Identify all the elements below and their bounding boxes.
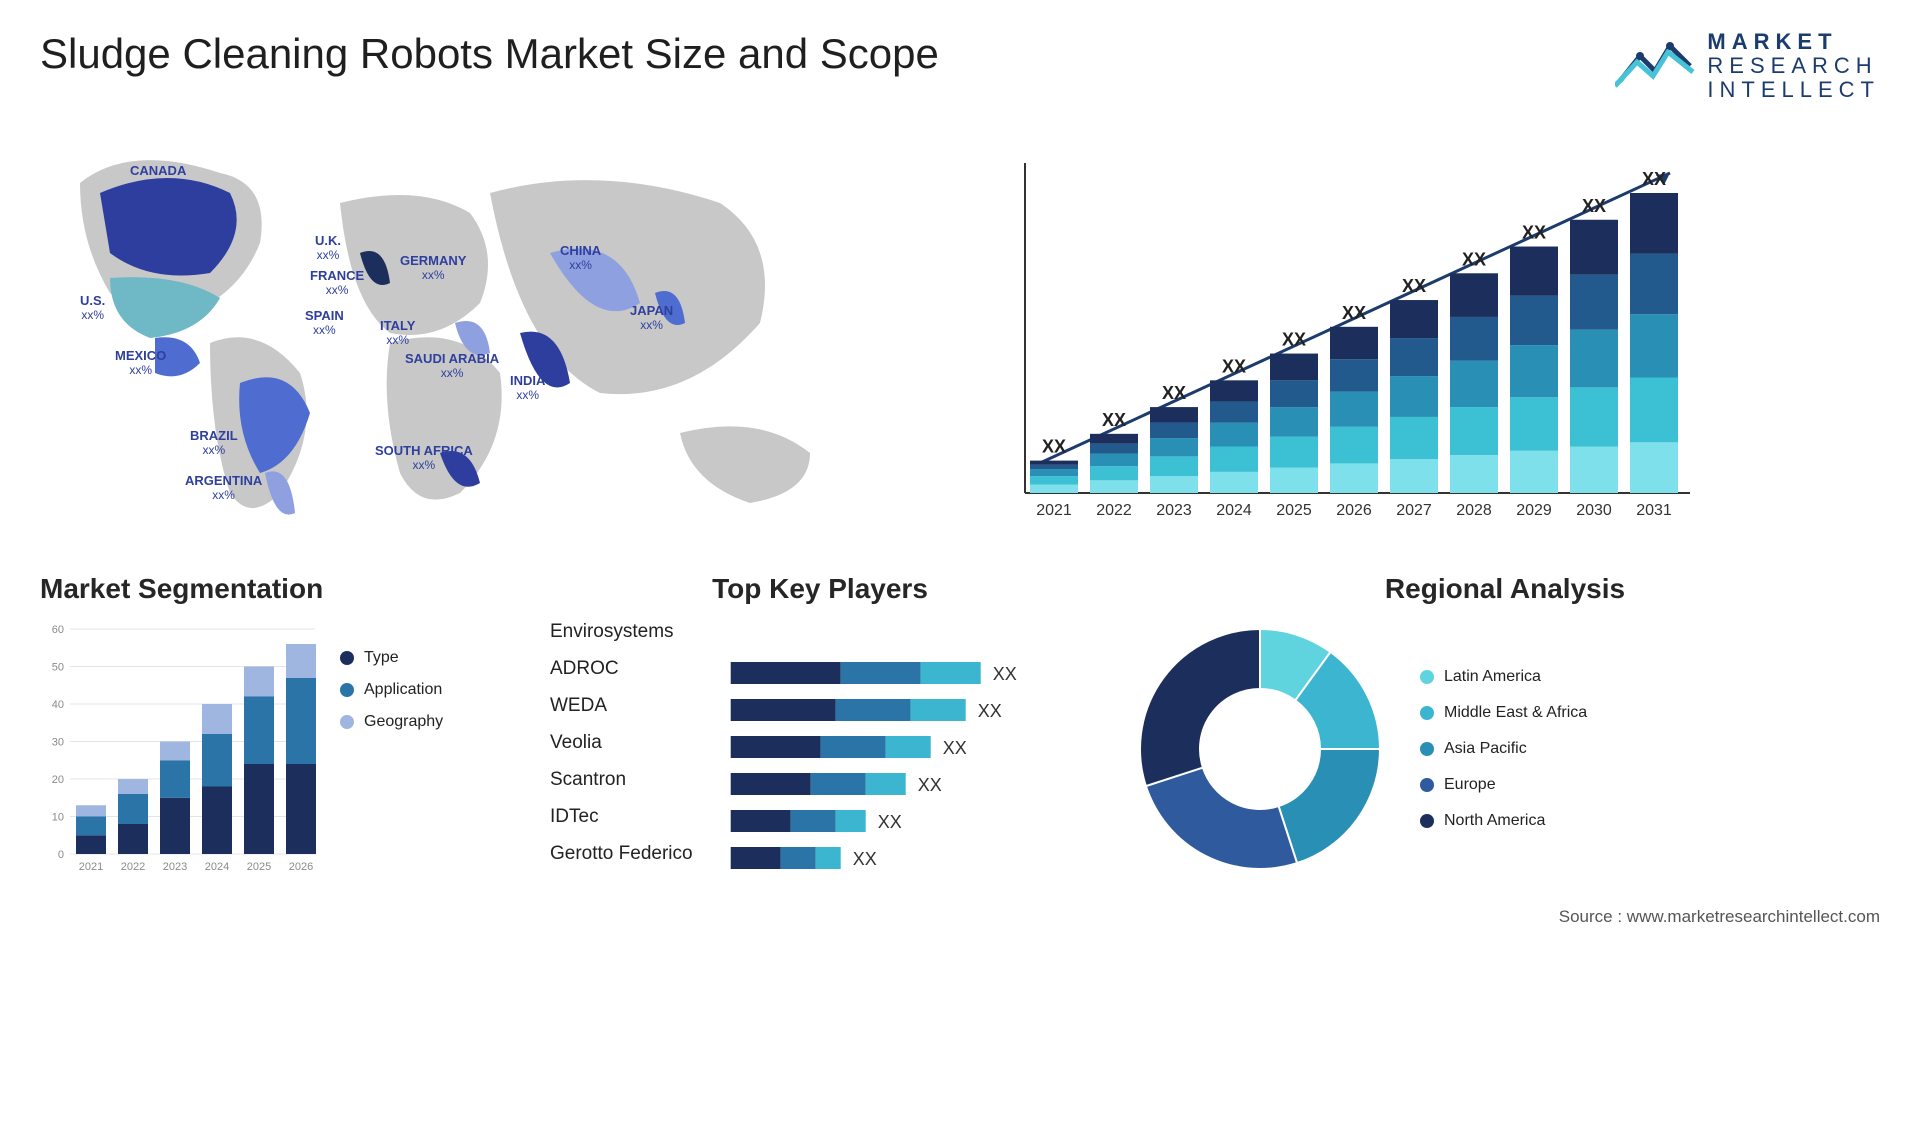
svg-text:30: 30 [52,736,64,748]
player-name: ADROC [550,658,693,680]
svg-text:XX: XX [1462,249,1486,269]
svg-text:20: 20 [52,774,64,786]
segmentation-legend: Type Application Geography [340,619,443,879]
svg-text:0: 0 [58,849,64,861]
svg-text:2023: 2023 [1156,502,1192,519]
svg-text:XX: XX [1342,302,1366,322]
map-label: ITALYxx% [380,318,415,348]
player-name: IDTec [550,806,693,828]
svg-text:2026: 2026 [1336,502,1372,519]
svg-text:XX: XX [917,775,941,795]
map-label: CANADAxx% [130,163,186,193]
svg-text:50: 50 [52,661,64,673]
player-name: Gerotto Federico [550,843,693,865]
svg-text:2023: 2023 [163,861,187,873]
svg-text:10: 10 [52,811,64,823]
map-label: INDIAxx% [510,373,545,403]
svg-text:2021: 2021 [79,861,103,873]
svg-text:XX: XX [1222,356,1246,376]
svg-text:XX: XX [1522,222,1546,242]
player-name: Scantron [550,769,693,791]
svg-text:2024: 2024 [1216,502,1252,519]
svg-text:XX: XX [942,738,966,758]
legend-item: Asia Pacific [1420,740,1587,758]
map-label: U.S.xx% [80,293,105,323]
player-name: WEDA [550,695,693,717]
map-label: JAPANxx% [630,303,673,333]
svg-text:XX: XX [992,664,1016,684]
regions-donut-chart [1130,619,1390,879]
legend-item: Latin America [1420,668,1587,686]
svg-text:40: 40 [52,699,64,711]
logo-text: MARKET RESEARCH INTELLECT [1707,30,1880,103]
player-name: Envirosystems [550,621,693,643]
growth-chart-panel: XX 2021 XX 2022 XX 2023 XX 2024 XX 2025 XX 2026 XX 20… [980,123,1880,533]
map-label: SAUDI ARABIAxx% [405,351,499,381]
svg-text:2029: 2029 [1516,502,1552,519]
growth-chart: XX 2021 XX 2022 XX 2023 XX 2024 XX 2025 XX 2026 XX 20… [980,123,1880,533]
logo-mark-icon [1615,36,1695,96]
players-title: Top Key Players [550,573,1090,605]
legend-item: Europe [1420,776,1587,794]
svg-text:XX: XX [877,812,901,832]
legend-item: North America [1420,812,1587,830]
svg-text:2028: 2028 [1456,502,1492,519]
legend-item: Middle East & Africa [1420,704,1587,722]
svg-text:XX: XX [1042,436,1066,456]
svg-text:XX: XX [852,849,876,869]
legend-item: Application [340,681,443,699]
svg-text:2030: 2030 [1576,502,1612,519]
players-section: Top Key Players Envirosystems ADROC WEDA Ve… [550,573,1090,879]
svg-text:2024: 2024 [205,861,229,873]
header: Sludge Cleaning Robots Market Size and S… [40,30,1880,103]
map-label: MEXICOxx% [115,348,166,378]
players-names: Envirosystems ADROC WEDA Veolia Scantron IDTe… [550,619,693,879]
map-label: SPAINxx% [305,308,344,338]
svg-text:2025: 2025 [1276,502,1312,519]
svg-text:2031: 2031 [1636,502,1672,519]
svg-text:2022: 2022 [1096,502,1132,519]
svg-text:60: 60 [52,624,64,636]
svg-text:XX: XX [1582,195,1606,215]
legend-item: Type [340,649,443,667]
svg-text:XX: XX [1402,276,1426,296]
svg-text:2021: 2021 [1036,502,1072,519]
logo: MARKET RESEARCH INTELLECT [1615,30,1880,103]
svg-text:2026: 2026 [289,861,313,873]
map-label: FRANCExx% [310,268,364,298]
regions-title: Regional Analysis [1130,573,1880,605]
svg-text:XX: XX [1102,409,1126,429]
segmentation-section: Market Segmentation 0 10 20 30 40 50 60 2021 202… [40,573,510,879]
map-label: CHINAxx% [560,243,601,273]
map-label: BRAZILxx% [190,428,238,458]
source-footer: Source : www.marketresearchintellect.com [40,907,1880,927]
regions-legend: Latin America Middle East & Africa Asia Pa… [1420,668,1587,830]
segmentation-title: Market Segmentation [40,573,510,605]
svg-text:2027: 2027 [1396,502,1432,519]
map-label: SOUTH AFRICAxx% [375,443,473,473]
player-name: Veolia [550,732,693,754]
svg-text:XX: XX [977,701,1001,721]
players-chart: XXXXXXXXXXXX [711,619,1090,879]
segmentation-chart: 0 10 20 30 40 50 60 2021 2022 2023 2024 2025 2026 [40,619,320,879]
regions-section: Regional Analysis Latin America Middle Ea… [1130,573,1880,879]
svg-text:2022: 2022 [121,861,145,873]
map-label: GERMANYxx% [400,253,466,283]
svg-text:XX: XX [1642,169,1666,189]
svg-text:2025: 2025 [247,861,271,873]
map-label: U.K.xx% [315,233,341,263]
svg-text:XX: XX [1282,329,1306,349]
legend-item: Geography [340,713,443,731]
page-title: Sludge Cleaning Robots Market Size and S… [40,30,939,78]
svg-text:XX: XX [1162,383,1186,403]
world-map-panel: CANADAxx% U.S.xx% MEXICOxx% BRAZILxx% ARGENT… [40,123,940,533]
map-label: ARGENTINAxx% [185,473,262,503]
